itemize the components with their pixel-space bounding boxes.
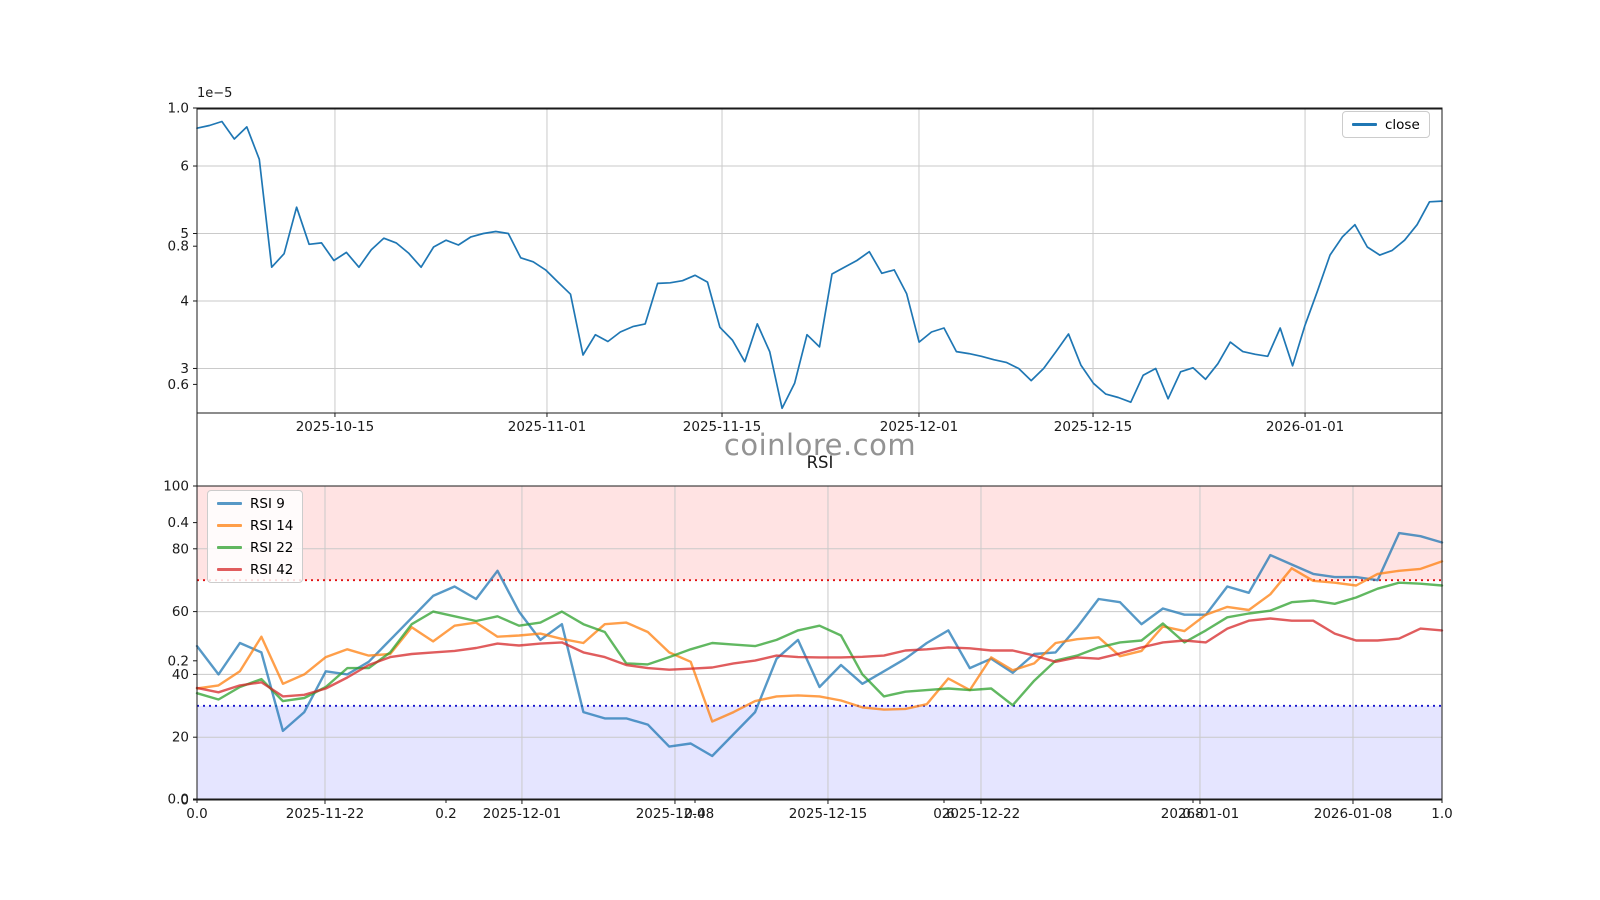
legend-label-rsi-22: RSI 22 [250,539,294,556]
overlay-x-tick-label: 0.4 [684,806,705,822]
overlay-x-tick-label: 0.6 [933,806,954,822]
x-tick-label: 2025-12-15 [1054,419,1132,435]
overlay-axes-frame [196,107,1443,800]
y-tick-label: 60 [172,604,189,620]
overlay-y-tick-label: 0.8 [168,239,189,255]
rsi-42-line-swatch [217,568,242,571]
rsi-chart-title: RSI [806,453,834,472]
rsi-22-line [195,581,1444,707]
legend-item-rsi-9: RSI 9 [217,495,293,512]
y-tick-label: 5 [180,226,189,242]
legend-label-rsi-9: RSI 9 [250,495,285,512]
legend-item-rsi-22: RSI 22 [217,539,293,556]
overlay-y-tick-label: 0.4 [168,515,189,531]
legend-item-rsi-14: RSI 14 [217,517,293,534]
overlay-x-tick-label: 0.8 [1182,806,1203,822]
overlay-x-tick-label: 1.0 [1431,806,1452,822]
rsi-22-line-swatch [217,546,242,549]
x-tick-label: 2025-11-22 [286,806,364,822]
close-line [196,120,1443,410]
x-tick-label: 2025-10-15 [296,419,374,435]
x-tick-label: 2025-11-15 [683,419,761,435]
rsi-14-line-swatch [217,524,242,527]
y-tick-label: 3 [180,361,189,377]
rsi-band [197,705,1442,800]
y-tick-label: 40 [172,667,189,683]
x-tick-label: 2025-11-01 [508,419,586,435]
axes-frame [196,108,1443,414]
rsi-9-line-swatch [217,502,242,505]
overlay-y-tick-label: 0.0 [168,792,189,808]
x-tick-label: 2026-01-01 [1161,806,1239,822]
y-tick-label: 0 [180,793,189,809]
overlay-y-tick-label: 1.0 [168,101,189,117]
price-legend: close [1342,111,1430,138]
rsi-14-line [195,560,1444,723]
y-tick-label: 6 [180,159,189,175]
x-tick-label: 2025-12-22 [942,806,1020,822]
legend-label-rsi-14: RSI 14 [250,517,294,534]
x-tick-label: 2026-01-01 [1266,419,1344,435]
rsi-band [197,486,1442,581]
legend-item-close: close [1352,116,1420,133]
watermark: coinlore.com [723,428,917,462]
overlay-x-tick-label: 0.0 [186,806,207,822]
close-line-swatch [1352,123,1377,126]
legend-item-rsi-42: RSI 42 [217,561,293,578]
overlay-y-tick-label: 0.6 [168,377,189,393]
x-tick-label: 2025-12-01 [483,806,561,822]
overlay-x-tick-label: 0.2 [435,806,456,822]
rsi-42-line [195,617,1444,698]
x-tick-label: 2025-12-01 [880,419,958,435]
legend-label-close: close [1385,116,1420,133]
y-tick-label: 80 [172,541,189,557]
legend-label-rsi-42: RSI 42 [250,561,294,578]
overlay-y-tick-label: 0.2 [168,653,189,669]
x-tick-label: 2026-01-08 [1314,806,1392,822]
x-tick-label: 2025-12-08 [636,806,714,822]
x-tick-label: 2025-12-15 [789,806,867,822]
y-tick-label: 20 [172,730,189,746]
y-axis-offset-label: 1e−5 [197,86,232,101]
y-tick-label: 4 [180,293,189,309]
rsi-legend: RSI 9 RSI 14 RSI 22 RSI 42 [207,490,304,583]
rsi-9-line [195,531,1444,758]
y-tick-label: 100 [163,479,189,495]
